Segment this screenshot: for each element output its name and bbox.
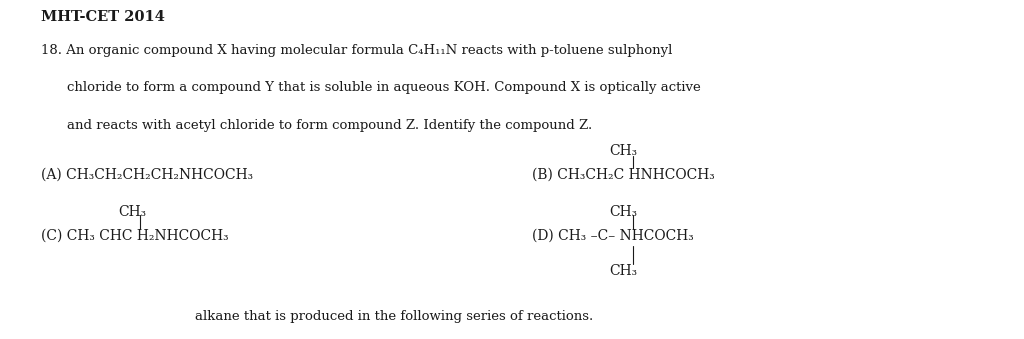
Text: CH₃: CH₃ [609,264,637,278]
Text: (A) CH₃CH₂CH₂CH₂NHCOCH₃: (A) CH₃CH₂CH₂CH₂NHCOCH₃ [41,168,253,182]
Text: chloride to form a compound Y that is soluble in aqueous KOH. Compound X is opti: chloride to form a compound Y that is so… [67,81,700,94]
Text: 18. An organic compound X having molecular formula C₄H₁₁N reacts with p-toluene : 18. An organic compound X having molecul… [41,44,673,57]
Text: CH₃: CH₃ [609,205,637,219]
Text: (D) CH₃ –C– NHCOCH₃: (D) CH₃ –C– NHCOCH₃ [532,229,694,243]
Text: (C) CH₃ CHC H₂NHCOCH₃: (C) CH₃ CHC H₂NHCOCH₃ [41,229,228,243]
Text: and reacts with acetyl chloride to form compound Z. Identify the compound Z.: and reacts with acetyl chloride to form … [67,119,592,132]
Text: alkane that is produced in the following series of reactions.: alkane that is produced in the following… [195,310,593,323]
Text: CH₃: CH₃ [118,205,145,219]
Text: (B) CH₃CH₂C HNHCOCH₃: (B) CH₃CH₂C HNHCOCH₃ [532,168,715,182]
Text: MHT-CET 2014: MHT-CET 2014 [41,10,165,24]
Text: CH₃: CH₃ [609,144,637,158]
